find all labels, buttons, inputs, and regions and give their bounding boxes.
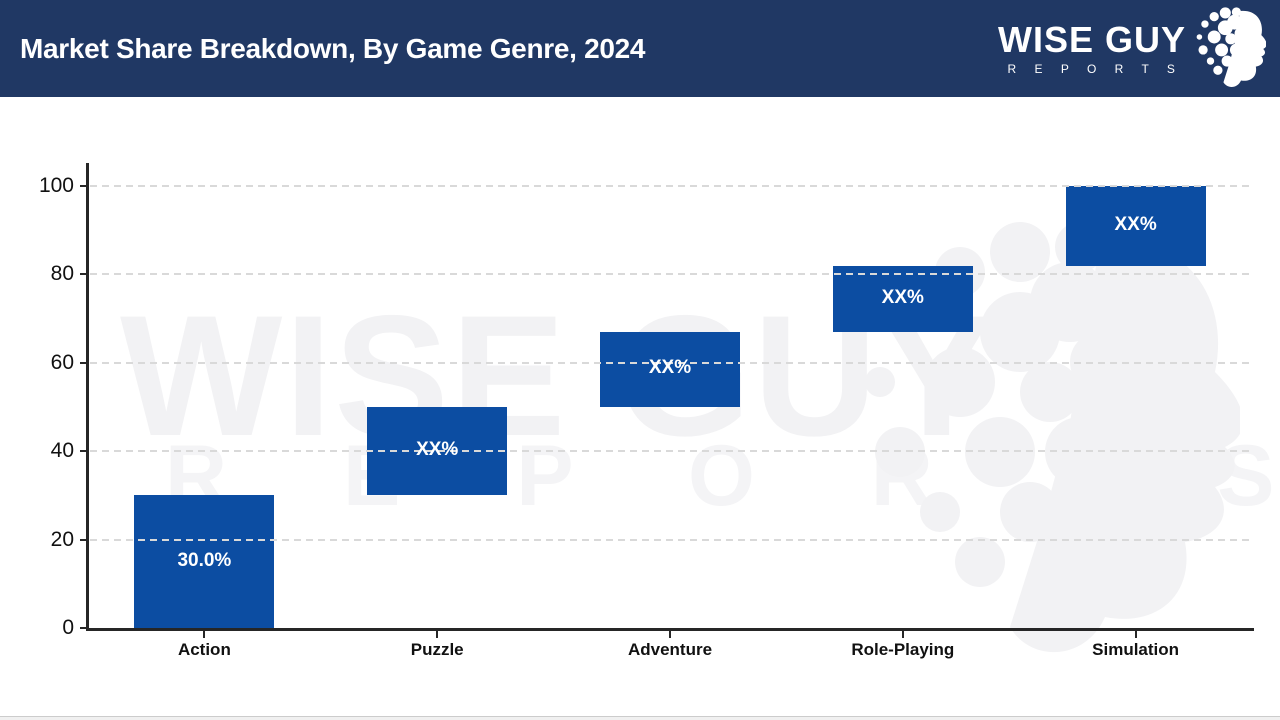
bottom-border	[0, 716, 1280, 717]
gridline-40	[90, 450, 1252, 453]
logo-face-icon	[1196, 6, 1266, 87]
y-tick-label: 0	[62, 616, 74, 639]
brand-logo: WISE GUY R E P O R T S	[997, 6, 1280, 91]
x-tick-mark	[203, 631, 206, 638]
gridline-60	[90, 361, 1252, 364]
gridline-20	[90, 538, 1252, 541]
bar-value-label: XX%	[416, 439, 459, 461]
x-axis-line	[86, 628, 1254, 631]
y-tick-mark	[80, 450, 87, 453]
brand-logo-text: WISE GUY R E P O R T S	[997, 19, 1186, 76]
brand-subtext: R E P O R T S	[1007, 62, 1183, 76]
bar-action	[134, 495, 275, 628]
y-tick-mark	[80, 273, 87, 276]
bar-adventure	[600, 331, 740, 407]
x-tick-label: Adventure	[627, 640, 713, 659]
y-tick-label: 60	[50, 350, 74, 374]
page-title: Market Share Breakdown, By Game Genre, 2…	[20, 32, 646, 64]
y-tick-mark	[80, 185, 87, 187]
x-tick-label: Simulation	[1092, 640, 1180, 659]
bar-value-label: 30.0%	[177, 549, 232, 571]
y-tick-label: 80	[50, 262, 74, 286]
y-tick-mark	[80, 627, 87, 629]
x-tick-mark	[669, 631, 671, 638]
bar-role-playing	[832, 265, 973, 332]
x-tick-mark	[436, 631, 439, 638]
bar-simulation	[1065, 186, 1206, 266]
x-tick-mark	[901, 631, 904, 638]
x-tick-mark	[1134, 631, 1137, 638]
bar-value-label: XX%	[881, 286, 924, 308]
bar-value-label: XX%	[1114, 213, 1157, 235]
y-tick-label: 20	[50, 527, 74, 551]
y-axis-line	[86, 163, 89, 631]
watermark-subtext: R E P O R T S	[165, 428, 1280, 524]
bar-value-label: XX%	[648, 357, 692, 379]
y-tick-label: 100	[38, 174, 74, 197]
y-tick-label: 40	[50, 439, 74, 463]
chart: WISE GUY R E P O R T S 0 20 40 60 80 100 30.0%…	[0, 97, 1280, 720]
header-banner: Market Share Breakdown, By Game Genre, 2…	[0, 0, 1280, 97]
x-tick-label: Puzzle	[410, 640, 464, 659]
y-tick-mark	[80, 361, 87, 364]
x-tick-label: Action	[177, 640, 231, 659]
x-tick-label: Role-Playing	[851, 640, 955, 659]
brand-wordmark: WISE GUY	[997, 19, 1186, 60]
gridline-100	[90, 185, 1252, 187]
gridline-80	[90, 273, 1252, 276]
bottom-strip	[0, 717, 1280, 720]
y-tick-mark	[80, 538, 87, 541]
